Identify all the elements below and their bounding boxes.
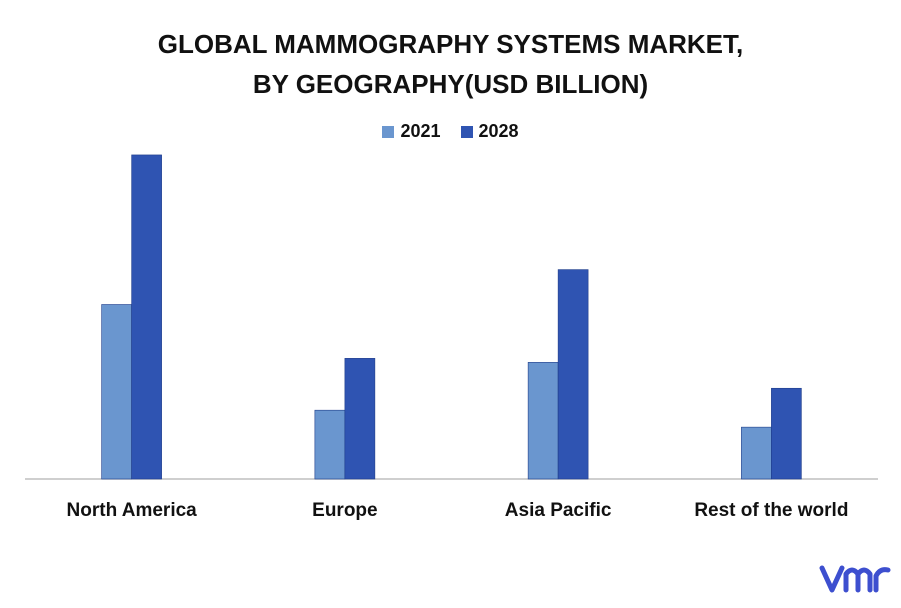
bar-rest-of-the-world-2021 — [741, 426, 772, 480]
legend: 2021 2028 — [0, 121, 901, 142]
legend-item-2021: 2021 — [382, 121, 441, 142]
bar-rest-of-the-world-2028 — [771, 387, 802, 480]
bar-europe-2028 — [344, 358, 376, 480]
bar-north-america-2021 — [101, 304, 132, 480]
bar-north-america-2028 — [131, 154, 162, 480]
legend-label-2021: 2021 — [400, 121, 441, 141]
vmr-logo — [819, 565, 891, 593]
bar-asia-pacific-2028 — [557, 269, 589, 480]
x-tick-label-rest-of-the-world: Rest of the world — [694, 500, 848, 521]
bar-asia-pacific-2021 — [527, 362, 559, 480]
chart-title-line-2: BY GEOGRAPHY(USD BILLION) — [252, 69, 649, 99]
legend-swatch-2028 — [460, 125, 473, 138]
x-tick-label-europe: Europe — [312, 500, 377, 521]
chart-title: GLOBAL MAMMOGRAPHY SYSTEMS MARKET, BY GE… — [0, 24, 901, 104]
x-tick-label-north-america: North America — [67, 500, 198, 521]
legend-item-2028: 2028 — [460, 121, 519, 142]
legend-swatch-2021 — [382, 125, 395, 138]
vmr-logo-mark — [819, 565, 891, 593]
bar-europe-2021 — [314, 409, 346, 480]
legend-label-2028: 2028 — [478, 121, 519, 141]
x-tick-label-asia-pacific: Asia Pacific — [505, 500, 612, 521]
chart-title-line-1: GLOBAL MAMMOGRAPHY SYSTEMS MARKET, — [157, 29, 744, 59]
